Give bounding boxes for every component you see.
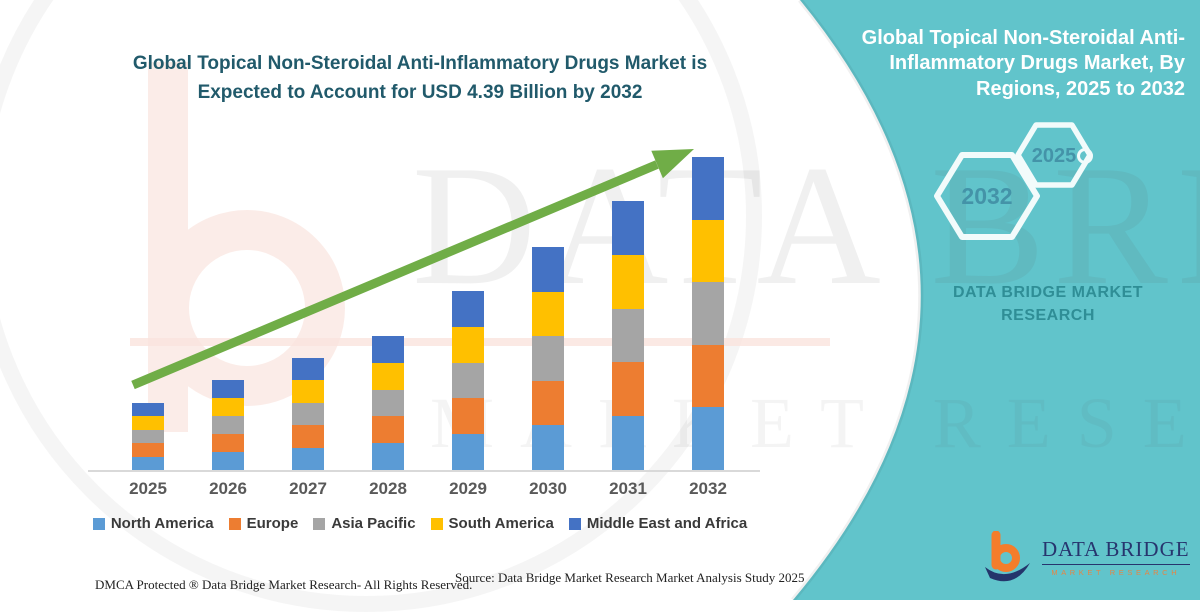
bar-segment-south-america bbox=[212, 397, 244, 416]
legend-item-middle-east-and-africa: Middle East and Africa bbox=[568, 515, 748, 532]
legend-swatch bbox=[228, 517, 241, 530]
x-tick-2032: 2032 bbox=[689, 479, 727, 498]
bar-segment-north-america bbox=[692, 407, 724, 470]
bar-segment-south-america bbox=[532, 291, 564, 337]
bar-segment-asia-pacific bbox=[452, 362, 484, 399]
x-axis-line bbox=[88, 470, 760, 472]
bar-segment-asia-pacific bbox=[612, 308, 644, 363]
hexagon-2032 bbox=[934, 152, 1040, 240]
legend-label: Middle East and Africa bbox=[586, 515, 748, 532]
bar-segment-middle-east-and-africa bbox=[372, 336, 404, 363]
bar-segment-middle-east-and-africa bbox=[212, 379, 244, 398]
x-tick-2026: 2026 bbox=[209, 479, 247, 498]
bar-segment-europe bbox=[292, 425, 324, 448]
legend-swatch bbox=[313, 517, 326, 530]
hexagon-2025-label: 2025 bbox=[1032, 145, 1077, 167]
bar-segment-north-america bbox=[372, 443, 404, 470]
bar-2032 bbox=[692, 157, 724, 470]
bar-segment-north-america bbox=[452, 434, 484, 470]
legend-swatch bbox=[568, 517, 581, 530]
bar-segment-north-america bbox=[612, 416, 644, 470]
legend-swatch bbox=[92, 517, 105, 530]
legend-item-asia-pacific: Asia Pacific bbox=[313, 515, 416, 532]
bar-segment-asia-pacific bbox=[532, 336, 564, 381]
bar-segment-south-america bbox=[692, 219, 724, 283]
x-tick-2025: 2025 bbox=[129, 479, 167, 498]
legend-label: Europe bbox=[246, 515, 299, 532]
x-tick-2029: 2029 bbox=[449, 479, 487, 498]
bar-segment-asia-pacific bbox=[292, 402, 324, 426]
x-tick-2028: 2028 bbox=[369, 479, 407, 498]
company-logo-name: DATA BRIDGE bbox=[1042, 537, 1190, 565]
bar-segment-europe bbox=[532, 380, 564, 426]
x-tick-2030: 2030 bbox=[529, 479, 567, 498]
dmca-text: DMCA Protected ® Data Bridge Market Rese… bbox=[95, 577, 473, 592]
right-panel-brand-text: DATA BRIDGE MARKET RESEARCH bbox=[952, 284, 1144, 325]
legend-item-south-america: South America bbox=[430, 515, 554, 532]
year-hexagons: 2032 2025 bbox=[934, 122, 1093, 240]
x-tick-2027: 2027 bbox=[289, 479, 327, 498]
bar-2027 bbox=[292, 358, 324, 470]
bar-segment-europe bbox=[452, 398, 484, 435]
legend-item-europe: Europe bbox=[228, 515, 299, 532]
right-panel-title: Global Topical Non-Steroidal Anti-Inflam… bbox=[861, 27, 1185, 100]
x-tick-2031: 2031 bbox=[609, 479, 647, 498]
bar-segment-middle-east-and-africa bbox=[132, 402, 164, 416]
bar-segment-middle-east-and-africa bbox=[692, 157, 724, 220]
bar-segment-middle-east-and-africa bbox=[532, 247, 564, 292]
company-logo-icon bbox=[985, 531, 1030, 582]
bar-segment-south-america bbox=[452, 326, 484, 363]
legend-label: North America bbox=[110, 515, 214, 532]
bar-segment-north-america bbox=[292, 447, 324, 470]
bar-segment-south-america bbox=[612, 254, 644, 309]
legend-item-north-america: North America bbox=[92, 515, 214, 532]
bar-segment-middle-east-and-africa bbox=[292, 358, 324, 381]
bar-segment-europe bbox=[372, 416, 404, 444]
chart-title: Global Topical Non-Steroidal Anti-Inflam… bbox=[132, 53, 708, 103]
legend: North America Europe Asia Pacific South Ame… bbox=[0, 515, 840, 532]
hexagon-2032-label: 2032 bbox=[961, 183, 1012, 209]
bar-segment-asia-pacific bbox=[372, 389, 404, 417]
bar-2029 bbox=[452, 291, 484, 470]
bar-segment-asia-pacific bbox=[692, 282, 724, 345]
hexagon-dot bbox=[1077, 148, 1093, 164]
bar-segment-south-america bbox=[132, 416, 164, 430]
bar-segment-asia-pacific bbox=[132, 429, 164, 443]
bar-2026 bbox=[212, 379, 244, 470]
bar-segment-north-america bbox=[132, 456, 164, 470]
bar-segment-europe bbox=[612, 362, 644, 417]
bar-segment-asia-pacific bbox=[212, 415, 244, 434]
bar-segment-north-america bbox=[532, 425, 564, 470]
legend-label: Asia Pacific bbox=[331, 515, 416, 532]
bar-2031 bbox=[612, 201, 644, 470]
source-text: Source: Data Bridge Market Research Mark… bbox=[455, 570, 805, 585]
right-panel-shape bbox=[793, 0, 1200, 600]
bar-2028 bbox=[372, 336, 404, 470]
bar-segment-middle-east-and-africa bbox=[452, 291, 484, 327]
company-logo: DATA BRIDGE MARKET RESEARCH bbox=[983, 531, 1190, 583]
bar-segment-south-america bbox=[372, 362, 404, 390]
company-logo-text: DATA BRIDGE MARKET RESEARCH bbox=[1042, 537, 1190, 577]
legend-swatch bbox=[430, 517, 443, 530]
bar-segment-south-america bbox=[292, 380, 324, 403]
bar-2025 bbox=[132, 402, 164, 470]
company-logo-subtext: MARKET RESEARCH bbox=[1051, 568, 1181, 577]
bar-segment-europe bbox=[692, 344, 724, 408]
legend-label: South America bbox=[448, 515, 554, 532]
bar-segment-middle-east-and-africa bbox=[612, 201, 644, 255]
bar-segment-europe bbox=[132, 443, 164, 457]
bar-segment-north-america bbox=[212, 451, 244, 470]
bar-segment-europe bbox=[212, 433, 244, 452]
bar-2030 bbox=[532, 247, 564, 470]
